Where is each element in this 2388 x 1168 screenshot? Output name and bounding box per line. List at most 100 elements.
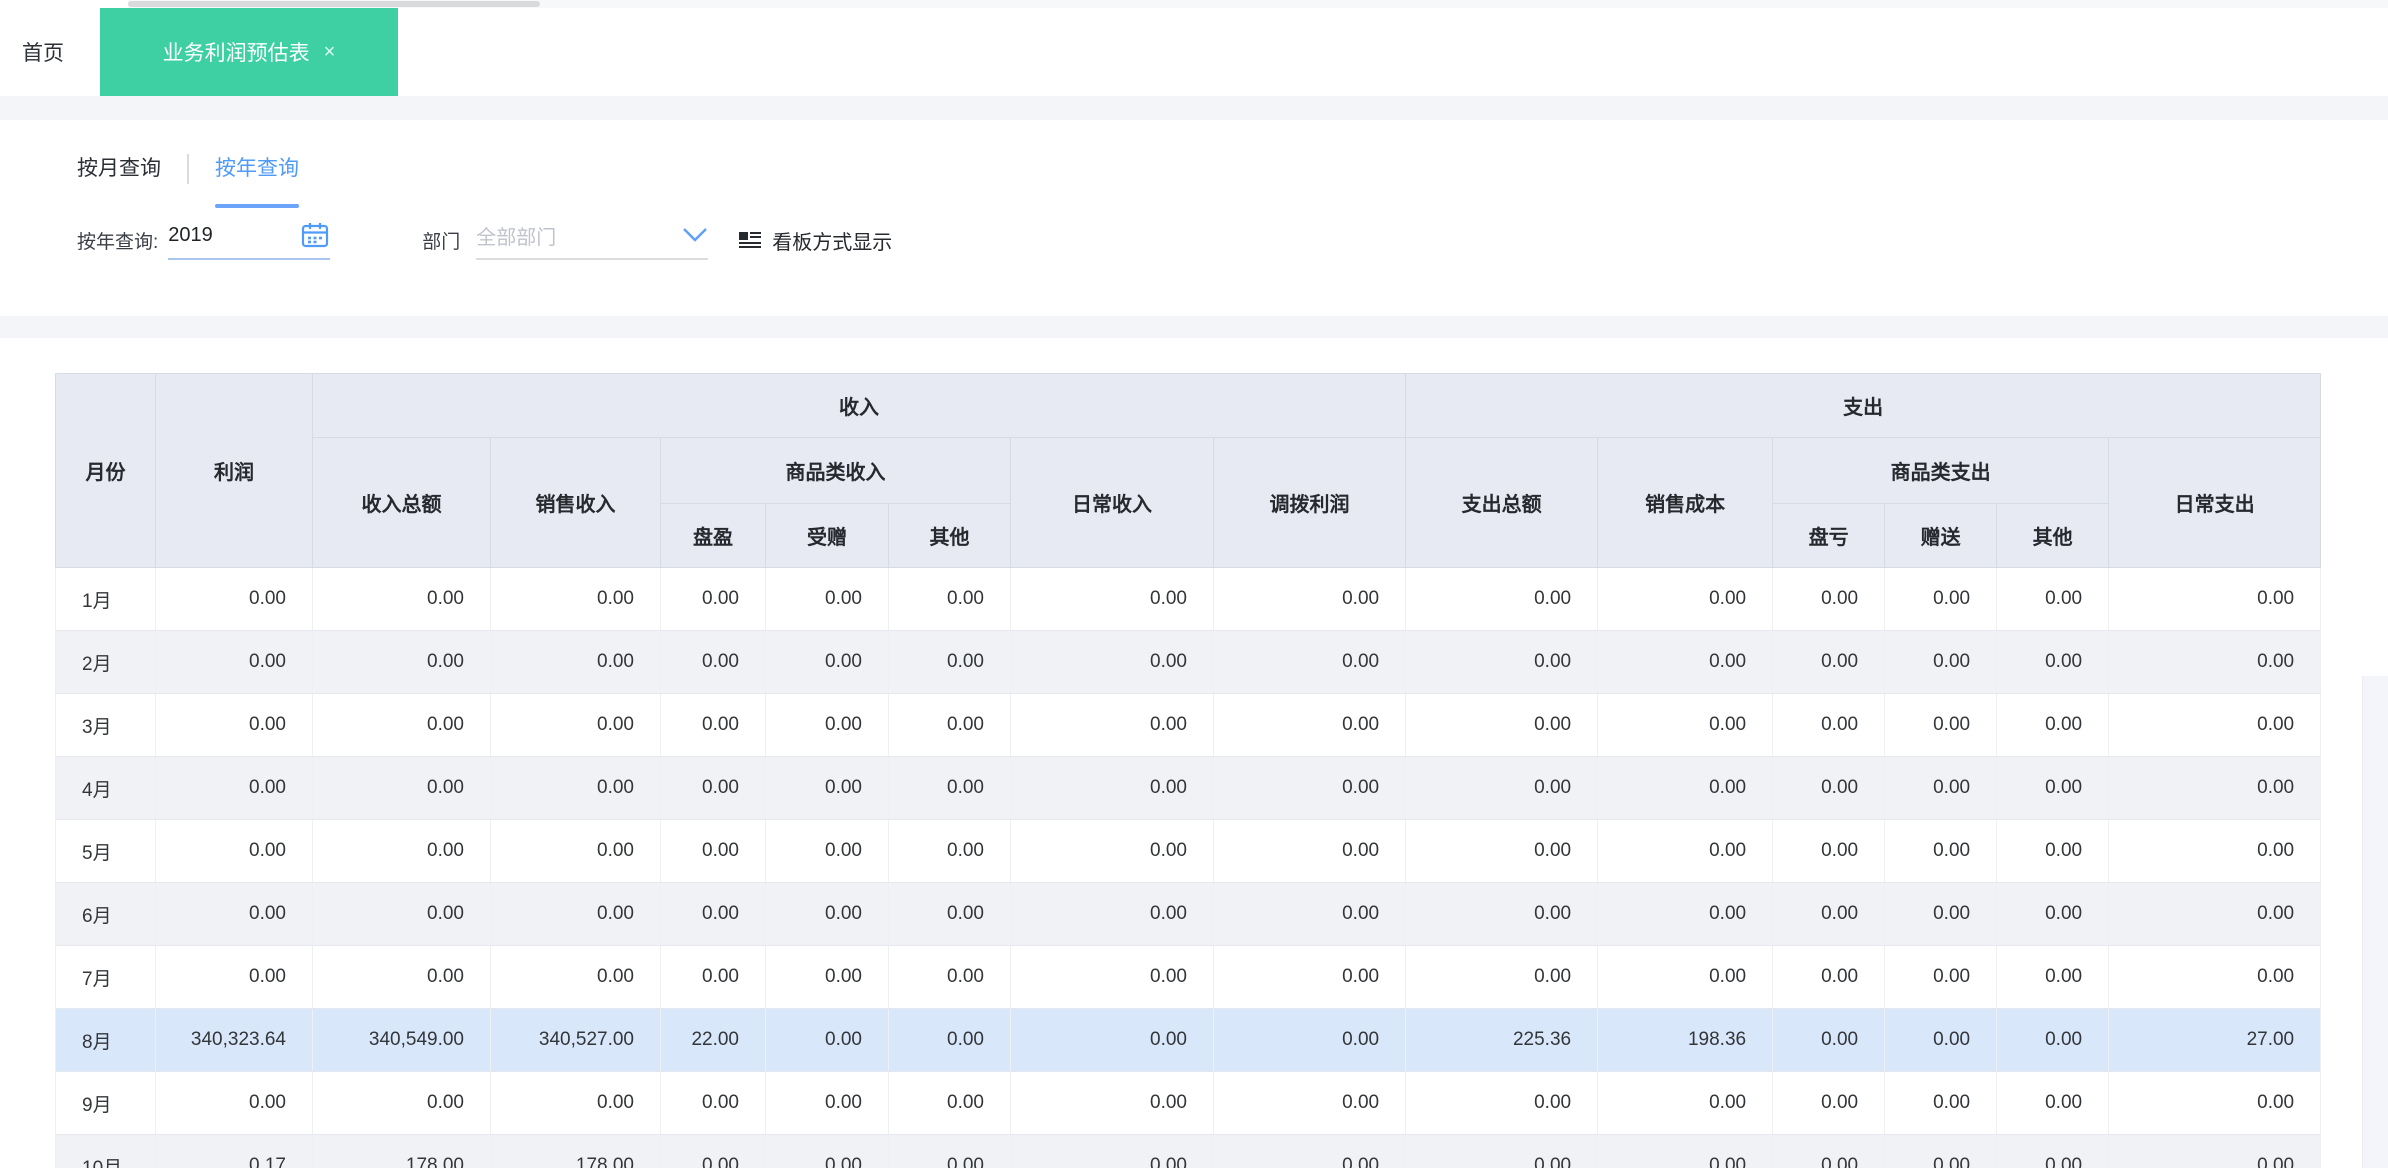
query-subtabs: 按月查询 按年查询 (77, 120, 2388, 208)
value-cell: 0.00 (1597, 819, 1774, 883)
value-cell: 0.00 (155, 819, 313, 883)
value-cell: 0.00 (1884, 819, 1998, 883)
value-cell: 0.00 (1405, 882, 1599, 946)
value-cell: 0.00 (660, 1071, 766, 1135)
value-cell: 0.00 (1772, 945, 1886, 1009)
calendar-icon[interactable] (300, 220, 330, 250)
value-cell: 0.00 (1597, 882, 1774, 946)
value-cell: 0.00 (765, 1008, 889, 1072)
value-cell: 0.00 (888, 1008, 1011, 1072)
value-cell: 0.00 (1597, 1134, 1774, 1168)
table-row[interactable]: 3月 0.00 0.00 0.00 0.00 0.00 0.00 0.00 0.00 0.00 0.… (55, 693, 2322, 757)
department-label: 部门 (422, 231, 461, 253)
value-cell: 0.00 (660, 945, 766, 1009)
report-table-panel: 月份 利润 收入 支出 收入总额 销售收入 商品类收入 日常收入 调拨利润 支出… (0, 338, 2388, 1168)
value-cell: 0.00 (1405, 1071, 1599, 1135)
value-cell: 0.00 (888, 882, 1011, 946)
value-cell: 0.00 (1884, 567, 1998, 631)
header-expense-total: 支出总额 (1405, 437, 1599, 568)
value-cell: 0.00 (2108, 756, 2322, 820)
month-cell: 6月 (55, 882, 156, 946)
chevron-down-icon (683, 228, 708, 242)
year-input[interactable] (168, 223, 269, 247)
subtab-by-month[interactable]: 按月查询 (77, 152, 161, 208)
board-view-toggle[interactable]: 看板方式显示 (738, 226, 892, 255)
value-cell: 0.00 (1996, 567, 2110, 631)
value-cell: 0.00 (660, 819, 766, 883)
value-cell: 0.00 (765, 945, 889, 1009)
value-cell: 0.00 (1772, 630, 1886, 694)
value-cell: 0.00 (1884, 693, 1998, 757)
table-row[interactable]: 6月 0.00 0.00 0.00 0.00 0.00 0.00 0.00 0.00 0.00 0.… (55, 882, 2322, 946)
value-cell: 0.00 (490, 882, 661, 946)
table-row[interactable]: 9月 0.00 0.00 0.00 0.00 0.00 0.00 0.00 0.00 0.00 0.… (55, 1071, 2322, 1135)
year-picker[interactable] (168, 220, 331, 260)
value-cell: 0.00 (312, 945, 491, 1009)
value-cell: 0.00 (1213, 945, 1407, 1009)
value-cell: 0.00 (1884, 1008, 1998, 1072)
value-cell: 0.00 (1405, 819, 1599, 883)
value-cell: 0.00 (1010, 567, 1214, 631)
subtab-divider (187, 154, 189, 184)
window-tab-bar: 首页 业务利润预估表 × (0, 8, 2388, 96)
header-other-expense: 其他 (1996, 503, 2110, 568)
value-cell: 340,549.00 (312, 1008, 491, 1072)
table-row[interactable]: 5月 0.00 0.00 0.00 0.00 0.00 0.00 0.00 0.00 0.00 0.… (55, 819, 2322, 883)
value-cell: 0.00 (660, 567, 766, 631)
table-row[interactable]: 1月 0.00 0.00 0.00 0.00 0.00 0.00 0.00 0.00 0.00 0.… (55, 567, 2322, 631)
subtab-by-year[interactable]: 按年查询 (215, 152, 299, 208)
value-cell: 0.00 (155, 567, 313, 631)
value-cell: 0.00 (660, 882, 766, 946)
value-cell: 0.00 (1213, 1008, 1407, 1072)
table-body: 1月 0.00 0.00 0.00 0.00 0.00 0.00 0.00 0.00 0.00 0.… (55, 567, 2322, 1168)
value-cell: 0.00 (1996, 819, 2110, 883)
table-row[interactable]: 10月 0.17 178.00 178.00 0.00 0.00 0.00 0.00 0.00 0… (55, 1134, 2322, 1168)
value-cell: 0.00 (1213, 693, 1407, 757)
table-row[interactable]: 4月 0.00 0.00 0.00 0.00 0.00 0.00 0.00 0.00 0.00 0.… (55, 756, 2322, 820)
value-cell: 0.00 (1884, 882, 1998, 946)
value-cell: 0.00 (765, 756, 889, 820)
table-row[interactable]: 8月 340,323.64 340,549.00 340,527.00 22.00 0.0… (55, 1008, 2322, 1072)
value-cell: 0.00 (1996, 630, 2110, 694)
header-income-group: 收入 (311, 373, 1407, 438)
top-strip (0, 0, 2388, 8)
month-cell: 3月 (55, 693, 156, 757)
table-row[interactable]: 7月 0.00 0.00 0.00 0.00 0.00 0.00 0.00 0.00 0.00 0.… (55, 945, 2322, 1009)
page-gap (0, 316, 2388, 338)
tab-home[interactable]: 首页 (0, 8, 100, 96)
close-icon[interactable]: × (323, 41, 336, 63)
value-cell: 340,527.00 (490, 1008, 661, 1072)
value-cell: 0.00 (2108, 1134, 2322, 1168)
value-cell: 0.00 (660, 756, 766, 820)
header-inventory-loss: 盘亏 (1772, 503, 1886, 568)
value-cell: 0.00 (1405, 630, 1599, 694)
table-row[interactable]: 2月 0.00 0.00 0.00 0.00 0.00 0.00 0.00 0.00 0.00 0.… (55, 630, 2322, 694)
value-cell: 0.00 (1597, 945, 1774, 1009)
value-cell: 0.00 (1772, 756, 1886, 820)
value-cell: 0.00 (490, 945, 661, 1009)
header-daily-expense: 日常支出 (2108, 437, 2322, 568)
value-cell: 0.00 (1597, 630, 1774, 694)
month-cell: 4月 (55, 756, 156, 820)
value-cell: 0.00 (1010, 945, 1214, 1009)
header-goods-income-group: 商品类收入 (660, 437, 1011, 504)
value-cell: 0.00 (2108, 630, 2322, 694)
value-cell: 178.00 (490, 1134, 661, 1168)
value-cell: 178.00 (312, 1134, 491, 1168)
value-cell: 0.00 (1884, 756, 1998, 820)
horizontal-scrollbar[interactable] (128, 1, 540, 7)
tab-business-profit-report[interactable]: 业务利润预估表 × (100, 8, 398, 96)
value-cell: 0.00 (888, 819, 1011, 883)
value-cell: 0.00 (888, 567, 1011, 631)
vertical-scrollbar[interactable] (2362, 676, 2388, 1168)
department-select[interactable]: 全部部门 (476, 221, 709, 260)
subtab-by-year-label: 按年查询 (215, 157, 299, 180)
value-cell: 0.00 (155, 882, 313, 946)
value-cell: 0.00 (1884, 630, 1998, 694)
top-strip-segment (0, 0, 128, 8)
value-cell: 0.00 (1772, 693, 1886, 757)
value-cell: 0.00 (1010, 630, 1214, 694)
value-cell: 0.00 (1010, 1071, 1214, 1135)
value-cell: 0.00 (660, 1134, 766, 1168)
value-cell: 0.00 (765, 1134, 889, 1168)
